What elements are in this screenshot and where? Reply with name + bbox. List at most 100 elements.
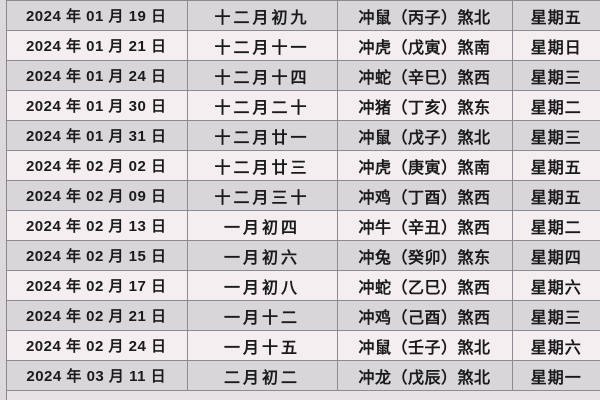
cell-solar-date-text: 2024 年 02 月 15 日 xyxy=(25,248,167,265)
cell-solar-date-text: 2024 年 02 月 17 日 xyxy=(25,278,167,295)
cell-lunar-date-text: 十二月初九 xyxy=(214,7,310,27)
table-row[interactable]: 2024 年 01 月 31 日 十二月廿一 冲鼠（戊子）煞北 星期三 xyxy=(6,120,600,151)
table-row[interactable]: 2024 年 01 月 21 日 十二月十一 冲虎（戊寅）煞南 星期日 xyxy=(6,30,600,61)
cell-clash-direction: 冲虎（庚寅）煞南 xyxy=(337,150,513,181)
cell-clash-direction: 冲鸡（丁酉）煞西 xyxy=(337,180,513,211)
cell-solar-date: 2024 年 02 月 24 日 xyxy=(6,330,188,361)
cell-lunar-date: 一月十五 xyxy=(187,330,338,361)
cell-weekday-text: 星期五 xyxy=(530,7,582,27)
cell-solar-date: 2024 年 01 月 19 日 xyxy=(6,0,188,31)
cell-lunar-date-text: 一月初六 xyxy=(223,247,300,267)
cell-lunar-date-text: 一月初八 xyxy=(223,277,300,297)
table-row[interactable]: 2024 年 02 月 09 日 十二月三十 冲鸡（丁酉）煞西 星期五 xyxy=(6,180,600,211)
cell-solar-date: 2024 年 03 月 11 日 xyxy=(6,360,188,391)
cell-clash-direction: 冲兔（癸卯）煞东 xyxy=(337,240,513,271)
cell-weekday: 星期三 xyxy=(512,120,600,151)
cell-lunar-date: 十二月廿三 xyxy=(187,150,338,181)
cell-solar-date-text: 2024 年 01 月 21 日 xyxy=(25,38,167,55)
cell-weekday-text: 星期日 xyxy=(530,37,582,57)
cell-lunar-date-text: 十二月廿三 xyxy=(214,157,310,177)
table-row[interactable]: 2024 年 01 月 30 日 十二月二十 冲猪（丁亥）煞东 星期二 xyxy=(6,90,600,121)
cell-clash-direction-text: 冲鼠（戊子）煞北 xyxy=(358,127,491,147)
cell-clash-direction: 冲鼠（戊子）煞北 xyxy=(337,120,513,151)
table-row[interactable]: 2024 年 01 月 24 日 十二月十四 冲蛇（辛巳）煞西 星期三 xyxy=(6,60,600,91)
cell-clash-direction: 冲鼠（丙子）煞北 xyxy=(337,0,513,31)
cell-clash-direction: 冲虎（戊寅）煞南 xyxy=(337,30,513,61)
cell-lunar-date: 十二月十四 xyxy=(187,60,338,91)
cell-weekday: 星期五 xyxy=(512,180,600,211)
cell-solar-date-text: 2024 年 01 月 30 日 xyxy=(25,98,167,115)
cell-weekday: 星期六 xyxy=(512,330,600,361)
cell-clash-direction-text: 冲兔（癸卯）煞东 xyxy=(358,247,491,267)
table-row[interactable]: 2024 年 02 月 02 日 十二月廿三 冲虎（庚寅）煞南 星期五 xyxy=(6,150,600,181)
cell-weekday: 星期五 xyxy=(512,150,600,181)
cell-solar-date: 2024 年 02 月 21 日 xyxy=(6,300,188,331)
cell-solar-date-text: 2024 年 01 月 31 日 xyxy=(25,128,167,145)
table-row[interactable]: 2024 年 02 月 24 日 一月十五 冲鼠（壬子）煞北 星期六 xyxy=(6,330,600,361)
cell-solar-date-text: 2024 年 03 月 11 日 xyxy=(26,368,167,385)
cell-lunar-date-text: 十二月三十 xyxy=(214,187,310,207)
cell-weekday-text: 星期二 xyxy=(530,97,582,117)
cell-solar-date: 2024 年 02 月 09 日 xyxy=(6,180,188,211)
table-row[interactable]: 2024 年 02 月 17 日 一月初八 冲蛇（乙巳）煞西 星期六 xyxy=(6,270,600,301)
cell-lunar-date-text: 十二月二十 xyxy=(214,97,310,117)
cell-weekday-text: 星期二 xyxy=(530,217,582,237)
cell-solar-date: 2024 年 02 月 17 日 xyxy=(6,270,188,301)
cell-weekday-text: 星期六 xyxy=(530,337,582,357)
cell-clash-direction-text: 冲虎（戊寅）煞南 xyxy=(358,37,491,57)
cell-clash-direction: 冲猪（丁亥）煞东 xyxy=(337,90,513,121)
cell-weekday: 星期六 xyxy=(512,270,600,301)
cell-solar-date-text: 2024 年 01 月 24 日 xyxy=(25,68,167,85)
cell-weekday-text: 星期三 xyxy=(530,307,582,327)
cell-clash-direction-text: 冲牛（辛丑）煞西 xyxy=(358,217,491,237)
cell-weekday: 星期二 xyxy=(512,210,600,241)
cell-clash-direction-text: 冲猪（丁亥）煞东 xyxy=(358,97,491,117)
table-row[interactable]: 2024 年 01 月 19 日 十二月初九 冲鼠（丙子）煞北 星期五 xyxy=(6,0,600,31)
cell-clash-direction-text: 冲鼠（壬子）煞北 xyxy=(358,337,491,357)
cell-solar-date: 2024 年 01 月 24 日 xyxy=(6,60,188,91)
cell-clash-direction: 冲鼠（壬子）煞北 xyxy=(337,330,513,361)
cell-clash-direction: 冲牛（辛丑）煞西 xyxy=(337,210,513,241)
cell-weekday: 星期三 xyxy=(512,300,600,331)
cell-lunar-date-text: 一月十二 xyxy=(223,307,300,327)
cell-solar-date: 2024 年 01 月 21 日 xyxy=(6,30,188,61)
cell-weekday: 星期一 xyxy=(512,360,600,391)
cell-solar-date: 2024 年 02 月 02 日 xyxy=(6,150,188,181)
cell-weekday-text: 星期五 xyxy=(530,187,582,207)
cell-solar-date: 2024 年 02 月 15 日 xyxy=(6,240,188,271)
cell-weekday-text: 星期四 xyxy=(530,247,582,267)
date-grid-body: 2024 年 01 月 19 日十二月初九 冲鼠（丙子）煞北 星期五 2024 年 0… xyxy=(6,0,600,391)
cell-solar-date: 2024 年 01 月 31 日 xyxy=(6,120,188,151)
cell-solar-date-text: 2024 年 01 月 19 日 xyxy=(25,8,167,25)
cell-solar-date-text: 2024 年 02 月 13 日 xyxy=(25,218,167,235)
cell-weekday: 星期五 xyxy=(512,0,600,31)
table-row[interactable]: 2024 年 02 月 21 日 一月十二 冲鸡（己酉）煞西 星期三 xyxy=(6,300,600,331)
cell-clash-direction-text: 冲鼠（丙子）煞北 xyxy=(358,7,491,27)
cell-weekday-text: 星期五 xyxy=(530,157,582,177)
cell-clash-direction: 冲蛇（乙巳）煞西 xyxy=(337,270,513,301)
cell-lunar-date-text: 二月初二 xyxy=(223,367,300,387)
cell-lunar-date-text: 一月初四 xyxy=(223,217,300,237)
cell-lunar-date-text: 十二月廿一 xyxy=(214,127,310,147)
cell-clash-direction-text: 冲鸡（己酉）煞西 xyxy=(358,307,491,327)
cell-lunar-date: 一月初四 xyxy=(187,210,338,241)
cell-lunar-date: 一月初八 xyxy=(187,270,338,301)
cell-solar-date: 2024 年 01 月 30 日 xyxy=(6,90,188,121)
cell-lunar-date-text: 十二月十一 xyxy=(214,37,310,57)
cell-weekday-text: 星期三 xyxy=(530,67,582,87)
table-row[interactable]: 2024 年 02 月 13 日 一月初四 冲牛（辛丑）煞西 星期二 xyxy=(6,210,600,241)
table-row[interactable]: 2024 年 02 月 15 日 一月初六 冲兔（癸卯）煞东 星期四 xyxy=(6,240,600,271)
cell-clash-direction-text: 冲鸡（丁酉）煞西 xyxy=(358,187,491,207)
cell-clash-direction-text: 冲龙（戊辰）煞北 xyxy=(358,367,491,387)
cell-clash-direction-text: 冲虎（庚寅）煞南 xyxy=(358,157,491,177)
table-row[interactable]: 2024 年 03 月 11 日 二月初二 冲龙（戊辰）煞北 星期一 xyxy=(6,360,600,391)
cell-clash-direction: 冲蛇（辛巳）煞西 xyxy=(337,60,513,91)
cell-lunar-date: 一月初六 xyxy=(187,240,338,271)
cell-lunar-date: 十二月初九 xyxy=(187,0,338,31)
cell-solar-date-text: 2024 年 02 月 02 日 xyxy=(25,158,167,175)
cell-lunar-date: 十二月三十 xyxy=(187,180,338,211)
cell-solar-date-text: 2024 年 02 月 24 日 xyxy=(25,338,167,355)
cell-lunar-date: 十二月廿一 xyxy=(187,120,338,151)
cell-lunar-date: 十二月十一 xyxy=(187,30,338,61)
